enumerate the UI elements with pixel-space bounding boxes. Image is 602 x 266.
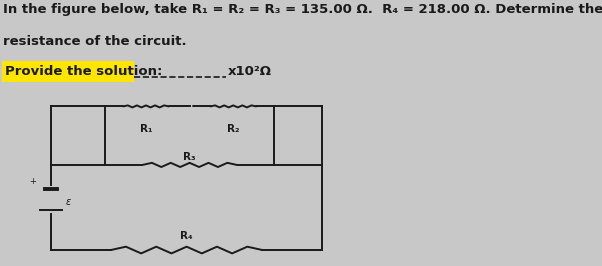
- Text: +: +: [29, 177, 36, 186]
- Text: R₄: R₄: [181, 231, 193, 241]
- Text: R₃: R₃: [184, 152, 196, 162]
- Text: R₂: R₂: [227, 124, 240, 134]
- Text: R₁: R₁: [140, 124, 152, 134]
- Text: resistance of the circuit.: resistance of the circuit.: [3, 35, 187, 48]
- Text: ε: ε: [65, 197, 70, 207]
- Text: Provide the solution:: Provide the solution:: [5, 65, 162, 77]
- Text: In the figure below, take R₁ = R₂ = R₃ = 135.00 Ω.  R₄ = 218.00 Ω. Determine the: In the figure below, take R₁ = R₂ = R₃ =…: [3, 3, 602, 16]
- Text: x10²Ω: x10²Ω: [228, 65, 272, 77]
- FancyBboxPatch shape: [2, 61, 134, 82]
